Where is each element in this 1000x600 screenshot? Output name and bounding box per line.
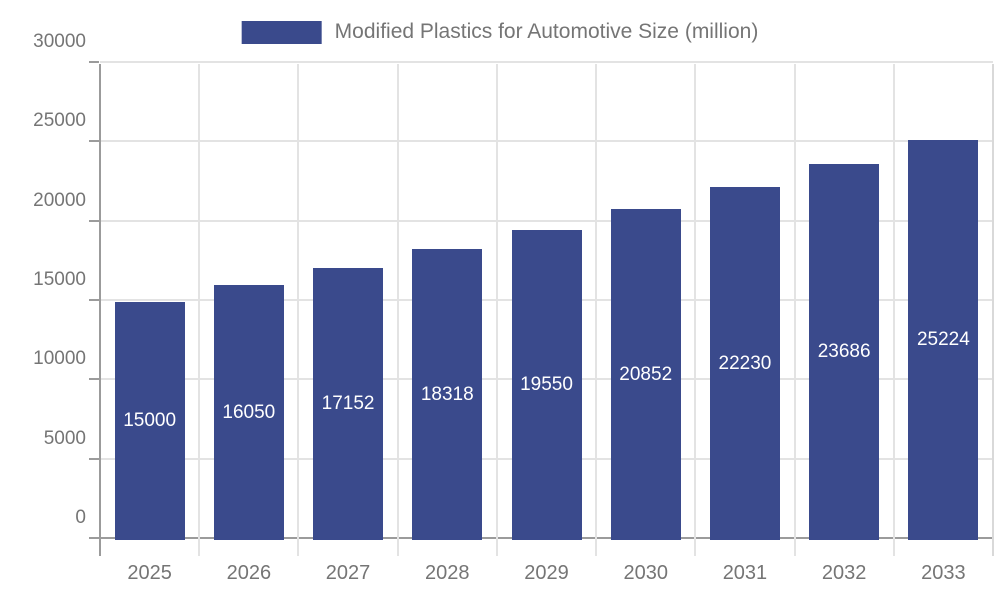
bar-value-label: 15000 (123, 410, 177, 431)
bar[interactable]: 18318 (412, 249, 483, 540)
bar[interactable]: 19550 (511, 229, 582, 540)
bar-value-label: 16050 (222, 401, 276, 423)
legend-swatch (241, 20, 322, 44)
y-axis-line (99, 64, 101, 556)
y-tick (89, 299, 99, 301)
y-tick (89, 537, 99, 539)
v-gridline (495, 64, 498, 556)
bar-value-label: 18318 (420, 383, 474, 405)
bar[interactable]: 25224 (908, 139, 979, 540)
v-gridline (694, 64, 697, 556)
bar[interactable]: 17152 (313, 267, 384, 540)
v-gridline (297, 64, 300, 556)
y-tick-label: 5000 (43, 427, 86, 449)
h-gridline (100, 219, 993, 222)
x-tick-label: 2030 (623, 562, 668, 584)
v-gridline (198, 64, 201, 556)
y-tick (89, 140, 99, 143)
x-tick-label: 2025 (127, 562, 172, 584)
y-tick-label: 30000 (33, 31, 86, 52)
x-tick-label: 2027 (325, 562, 371, 584)
v-gridline (396, 64, 399, 556)
x-tick-label: 2031 (722, 562, 768, 584)
bar[interactable]: 15000 (114, 302, 185, 540)
bar-value-label: 23686 (817, 341, 871, 363)
y-tick-label: 10000 (33, 348, 86, 370)
h-gridline (100, 140, 993, 143)
bar-value-label: 17152 (321, 392, 375, 414)
y-tick-label: 20000 (33, 189, 86, 211)
bar[interactable]: 16050 (213, 285, 284, 540)
legend[interactable]: Modified Plastics for Automotive Size (m… (241, 20, 759, 44)
h-gridline (100, 61, 993, 63)
bar[interactable]: 23686 (809, 164, 880, 540)
x-tick-label: 2028 (425, 562, 470, 584)
x-tick-label: 2026 (226, 562, 272, 584)
bar[interactable]: 20852 (610, 209, 681, 540)
y-tick (89, 61, 99, 63)
v-gridline (892, 64, 895, 556)
bar-value-label: 22230 (718, 352, 772, 374)
bar-value-label: 25224 (916, 328, 970, 350)
y-tick-label: 15000 (33, 269, 86, 290)
x-tick-label: 2029 (524, 562, 569, 584)
y-tick-label: 25000 (33, 110, 86, 132)
v-gridline (992, 64, 994, 556)
v-gridline (595, 64, 598, 556)
bar-value-label: 19550 (520, 373, 573, 395)
y-tick (89, 378, 99, 381)
bar-value-label: 20852 (619, 363, 673, 385)
bar[interactable]: 22230 (709, 187, 780, 540)
x-tick-label: 2033 (921, 562, 966, 584)
x-tick-label: 2032 (821, 562, 867, 584)
plot-area: 0 5000 10000 15000 20000 25000 30000 15000 2025 1… (33, 31, 994, 584)
y-tick-label: 0 (75, 507, 86, 528)
y-tick (89, 457, 99, 460)
v-gridline (793, 64, 796, 556)
y-tick (89, 219, 99, 222)
legend-label: Modified Plastics for Automotive Size (m… (334, 20, 759, 43)
